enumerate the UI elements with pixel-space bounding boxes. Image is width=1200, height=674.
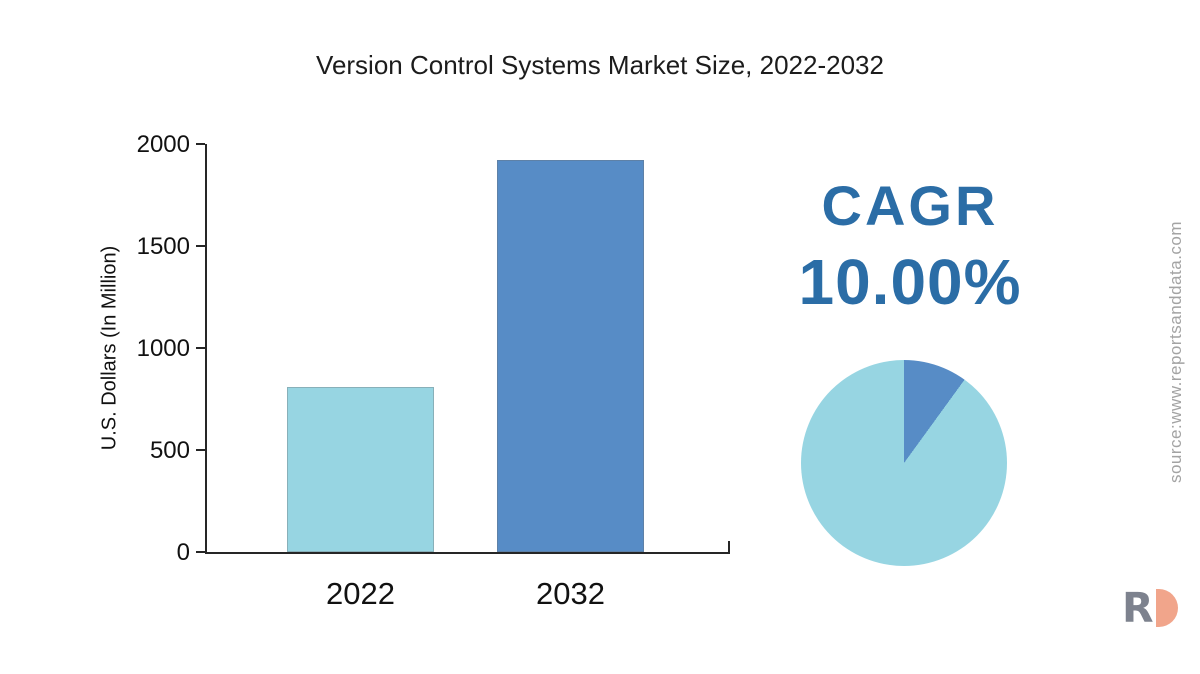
y-tick-label: 1500	[136, 233, 190, 260]
cagr-block: CAGR 10.00%	[735, 174, 1085, 318]
x-axis-end-tick	[728, 541, 730, 552]
y-tick-mark	[196, 551, 205, 553]
brand-logo: R	[1122, 583, 1178, 632]
bar-2022	[287, 387, 434, 552]
y-tick-mark	[196, 143, 205, 145]
x-tick-label: 2032	[536, 576, 605, 611]
y-tick-mark	[196, 449, 205, 451]
bar-2032	[497, 160, 644, 552]
logo-letter-r: R	[1122, 583, 1154, 632]
y-tick-mark	[196, 245, 205, 247]
y-tick-label: 500	[149, 437, 190, 464]
cagr-value: 10.00%	[798, 246, 1022, 318]
source-attribution: source:www.reportsanddata.com	[1166, 220, 1185, 484]
y-tick-mark	[196, 347, 205, 349]
logo-d-shape	[1155, 589, 1178, 627]
y-tick-label: 2000	[136, 131, 190, 158]
x-tick-label: 2022	[326, 576, 395, 611]
bar-plot: 0 500 1000 1500 2000 2022 2032	[137, 133, 730, 609]
y-tick-label: 1000	[136, 335, 190, 362]
chart-title: Version Control Systems Market Size, 202…	[316, 50, 884, 80]
y-tick-label: 0	[176, 539, 190, 566]
pie-chart	[801, 360, 1007, 566]
cagr-label: CAGR	[821, 174, 999, 237]
